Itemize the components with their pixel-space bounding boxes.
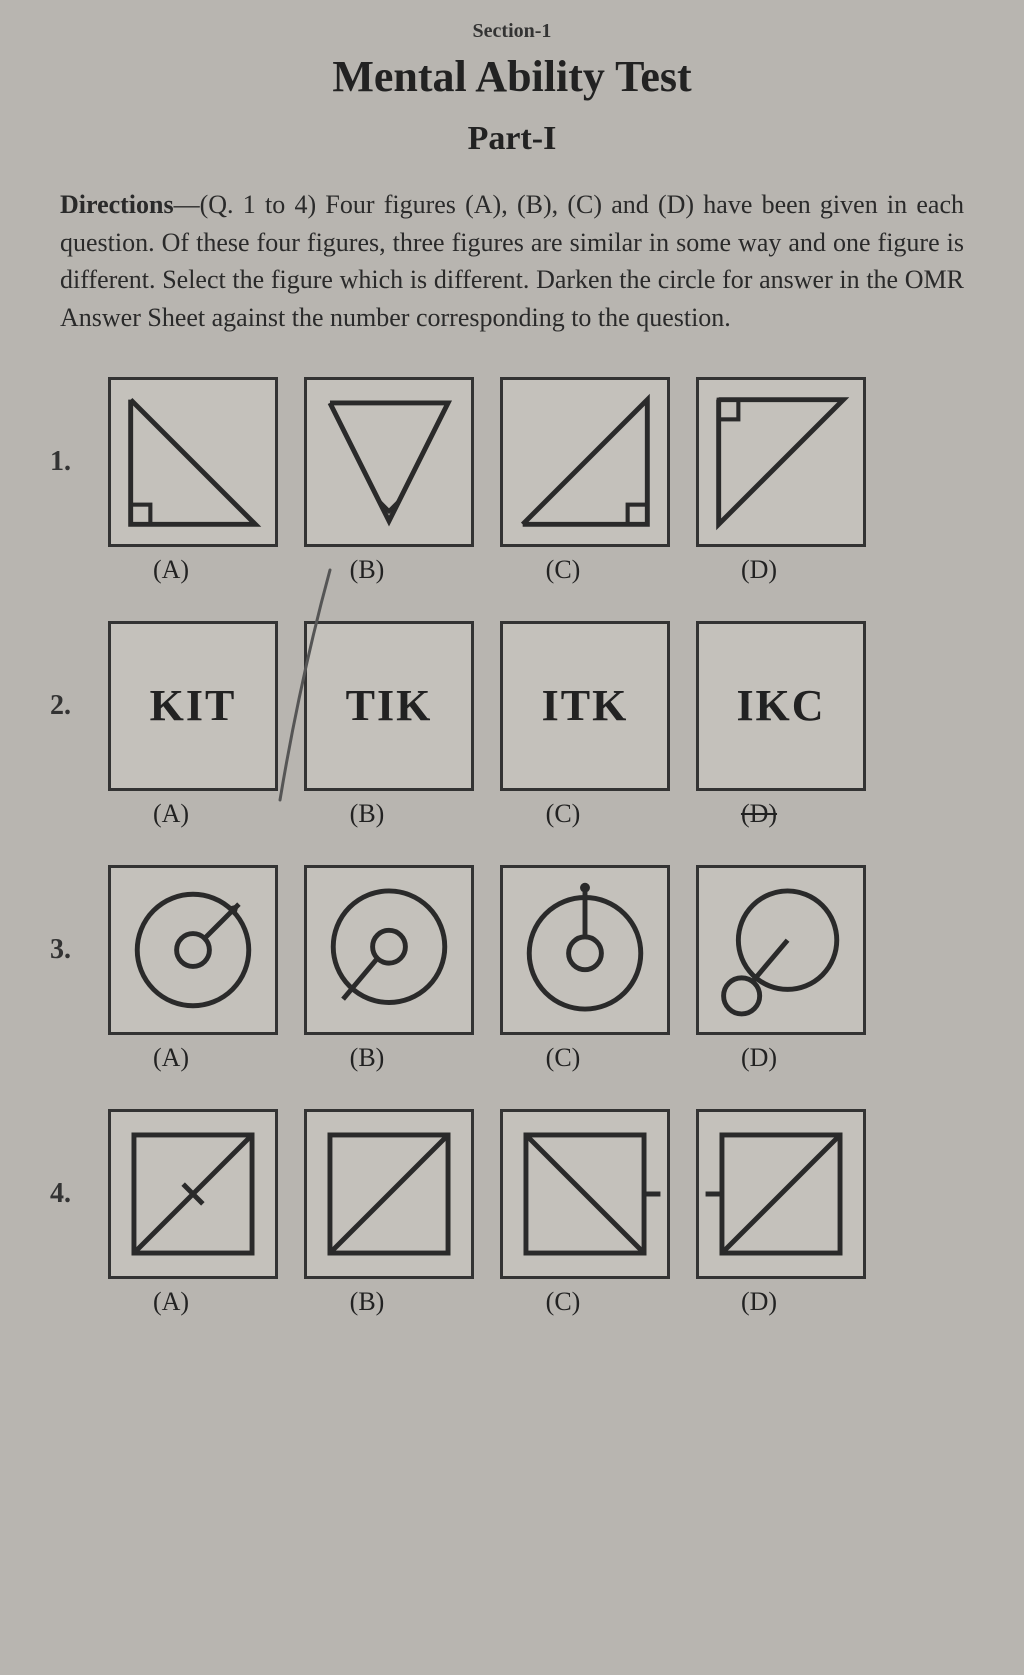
triangle-down-icon — [307, 380, 471, 544]
square-diagonal-tick-right-icon — [503, 1112, 667, 1276]
square-diagonal-icon — [307, 1112, 471, 1276]
triangle-right-bl-icon — [111, 380, 275, 544]
label-b: (B) — [282, 1043, 452, 1073]
question-3: 3. — [50, 865, 954, 1035]
label-b: (B) — [282, 555, 452, 585]
label-d: (D) — [674, 555, 844, 585]
square-diagonal-tick-left-icon — [699, 1112, 863, 1276]
label-c: (C) — [478, 555, 648, 585]
q1-labels: (A) (B) (C) (D) — [86, 555, 954, 585]
label-b: (B) — [282, 799, 452, 829]
question-4: 4. — [50, 1109, 954, 1279]
label-d: (D) — [674, 1287, 844, 1317]
square-diagonal-x-icon — [111, 1112, 275, 1276]
part-label: Part-I — [40, 120, 984, 158]
q2-labels: (A) (B) (C) (D) — [86, 799, 954, 829]
q3-labels: (A) (B) (C) (D) — [86, 1043, 954, 1073]
q3-option-a[interactable] — [108, 865, 278, 1035]
label-a: (A) — [86, 799, 256, 829]
directions-text: Directions—(Q. 1 to 4) Four figures (A),… — [60, 186, 964, 337]
options-row: KIT TIK ITK IKC — [108, 621, 954, 791]
options-row — [108, 377, 954, 547]
q2-c-text: ITK — [542, 680, 629, 731]
q3-option-d[interactable] — [696, 865, 866, 1035]
question-1: 1. — [50, 377, 954, 547]
question-number: 2. — [50, 690, 86, 722]
q2-d-text: IKC — [736, 680, 825, 731]
label-c: (C) — [478, 799, 648, 829]
label-a: (A) — [86, 1287, 256, 1317]
question-number: 1. — [50, 446, 86, 478]
q4-labels: (A) (B) (C) (D) — [86, 1287, 954, 1317]
q2-option-a[interactable]: KIT — [108, 621, 278, 791]
question-number: 4. — [50, 1178, 86, 1210]
page-title: Mental Ability Test — [40, 51, 984, 102]
q2-option-b[interactable]: TIK — [304, 621, 474, 791]
label-c: (C) — [478, 1043, 648, 1073]
q2-a-text: KIT — [150, 680, 237, 731]
q2-option-d[interactable]: IKC — [696, 621, 866, 791]
q1-option-d[interactable] — [696, 377, 866, 547]
question-2: 2. KIT TIK ITK IKC — [50, 621, 954, 791]
circle-small-circle-sw-icon — [699, 868, 863, 1032]
concentric-circles-line-sw-icon — [307, 868, 471, 1032]
triangle-right-tl-icon — [699, 380, 863, 544]
q3-option-c[interactable] — [500, 865, 670, 1035]
q1-option-c[interactable] — [500, 377, 670, 547]
q3-option-b[interactable] — [304, 865, 474, 1035]
q4-option-d[interactable] — [696, 1109, 866, 1279]
directions-body: —(Q. 1 to 4) Four figures (A), (B), (C) … — [60, 190, 964, 332]
q2-option-c[interactable]: ITK — [500, 621, 670, 791]
label-b: (B) — [282, 1287, 452, 1317]
label-d-struck: (D) — [674, 799, 844, 829]
q1-option-b[interactable] — [304, 377, 474, 547]
q4-option-a[interactable] — [108, 1109, 278, 1279]
label-a: (A) — [86, 1043, 256, 1073]
label-c: (C) — [478, 1287, 648, 1317]
q1-option-a[interactable] — [108, 377, 278, 547]
q4-option-c[interactable] — [500, 1109, 670, 1279]
directions-lead: Directions — [60, 190, 174, 219]
concentric-circles-arrow-ne-icon — [111, 868, 275, 1032]
section-label: Section-1 — [40, 20, 984, 43]
q4-option-b[interactable] — [304, 1109, 474, 1279]
triangle-right-br-icon — [503, 380, 667, 544]
options-row — [108, 865, 954, 1035]
label-d: (D) — [674, 1043, 844, 1073]
concentric-circles-stem-up-icon — [503, 868, 667, 1032]
label-a: (A) — [86, 555, 256, 585]
options-row — [108, 1109, 954, 1279]
q2-b-text: TIK — [346, 680, 433, 731]
question-number: 3. — [50, 934, 86, 966]
